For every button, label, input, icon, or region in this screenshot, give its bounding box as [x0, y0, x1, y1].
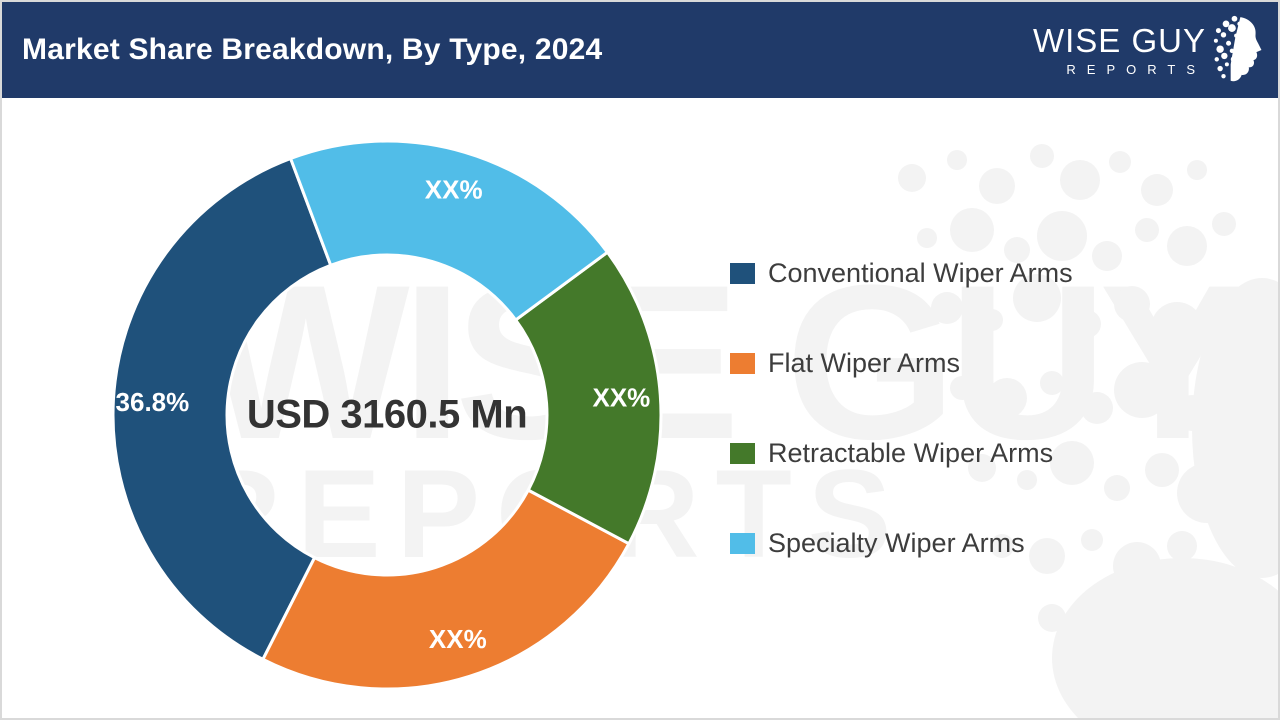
- watermark-wordmark: WISE GUY: [202, 239, 1246, 485]
- legend-swatch: [730, 532, 755, 554]
- legend-label: Retractable Wiper Arms: [768, 437, 1054, 468]
- segment-value-label: XX%: [429, 624, 487, 654]
- logo-wordmark: WISE GUY: [1032, 21, 1206, 59]
- legend-swatch: [730, 442, 755, 464]
- logo-face-icon: [1213, 15, 1262, 82]
- legend-item-conventional-wiper-arms: Conventional Wiper Arms: [730, 255, 1073, 291]
- wiseguy-logo: WISE GUY REPORTS: [1033, 12, 1264, 88]
- donut-chart: 36.8% XX% XX% XX%: [111, 139, 663, 691]
- donut-segment-specialty-wiper-arms: [289, 139, 609, 322]
- logo-subtext: REPORTS: [1066, 61, 1206, 77]
- segment-value-label: XX%: [592, 383, 650, 413]
- segment-value-label: XX%: [425, 175, 483, 205]
- legend-swatch: [730, 262, 755, 284]
- legend-label: Conventional Wiper Arms: [768, 257, 1073, 288]
- watermark-face-dots-icon: [898, 144, 1278, 718]
- segment-value-label: 36.8%: [116, 387, 190, 417]
- page-title: Market Share Breakdown, By Type, 2024: [22, 33, 603, 66]
- legend-label: Specialty Wiper Arms: [768, 527, 1025, 558]
- donut-segment-retractable-wiper-arms: [514, 250, 663, 546]
- legend: Conventional Wiper Arms Flat Wiper Arms Re…: [730, 255, 1073, 615]
- header-bar: Market Share Breakdown, By Type, 2024 WI…: [2, 2, 1278, 98]
- donut-center-value: USD 3160.5 Mn: [246, 392, 528, 437]
- donut-segment-flat-wiper-arms: [261, 488, 631, 691]
- legend-label: Flat Wiper Arms: [768, 347, 961, 378]
- legend-item-specialty-wiper-arms: Specialty Wiper Arms: [730, 525, 1073, 561]
- legend-item-retractable-wiper-arms: Retractable Wiper Arms: [730, 435, 1073, 471]
- donut-segment-conventional-wiper-arms: [111, 157, 333, 661]
- legend-item-flat-wiper-arms: Flat Wiper Arms: [730, 345, 1073, 381]
- legend-swatch: [730, 352, 755, 374]
